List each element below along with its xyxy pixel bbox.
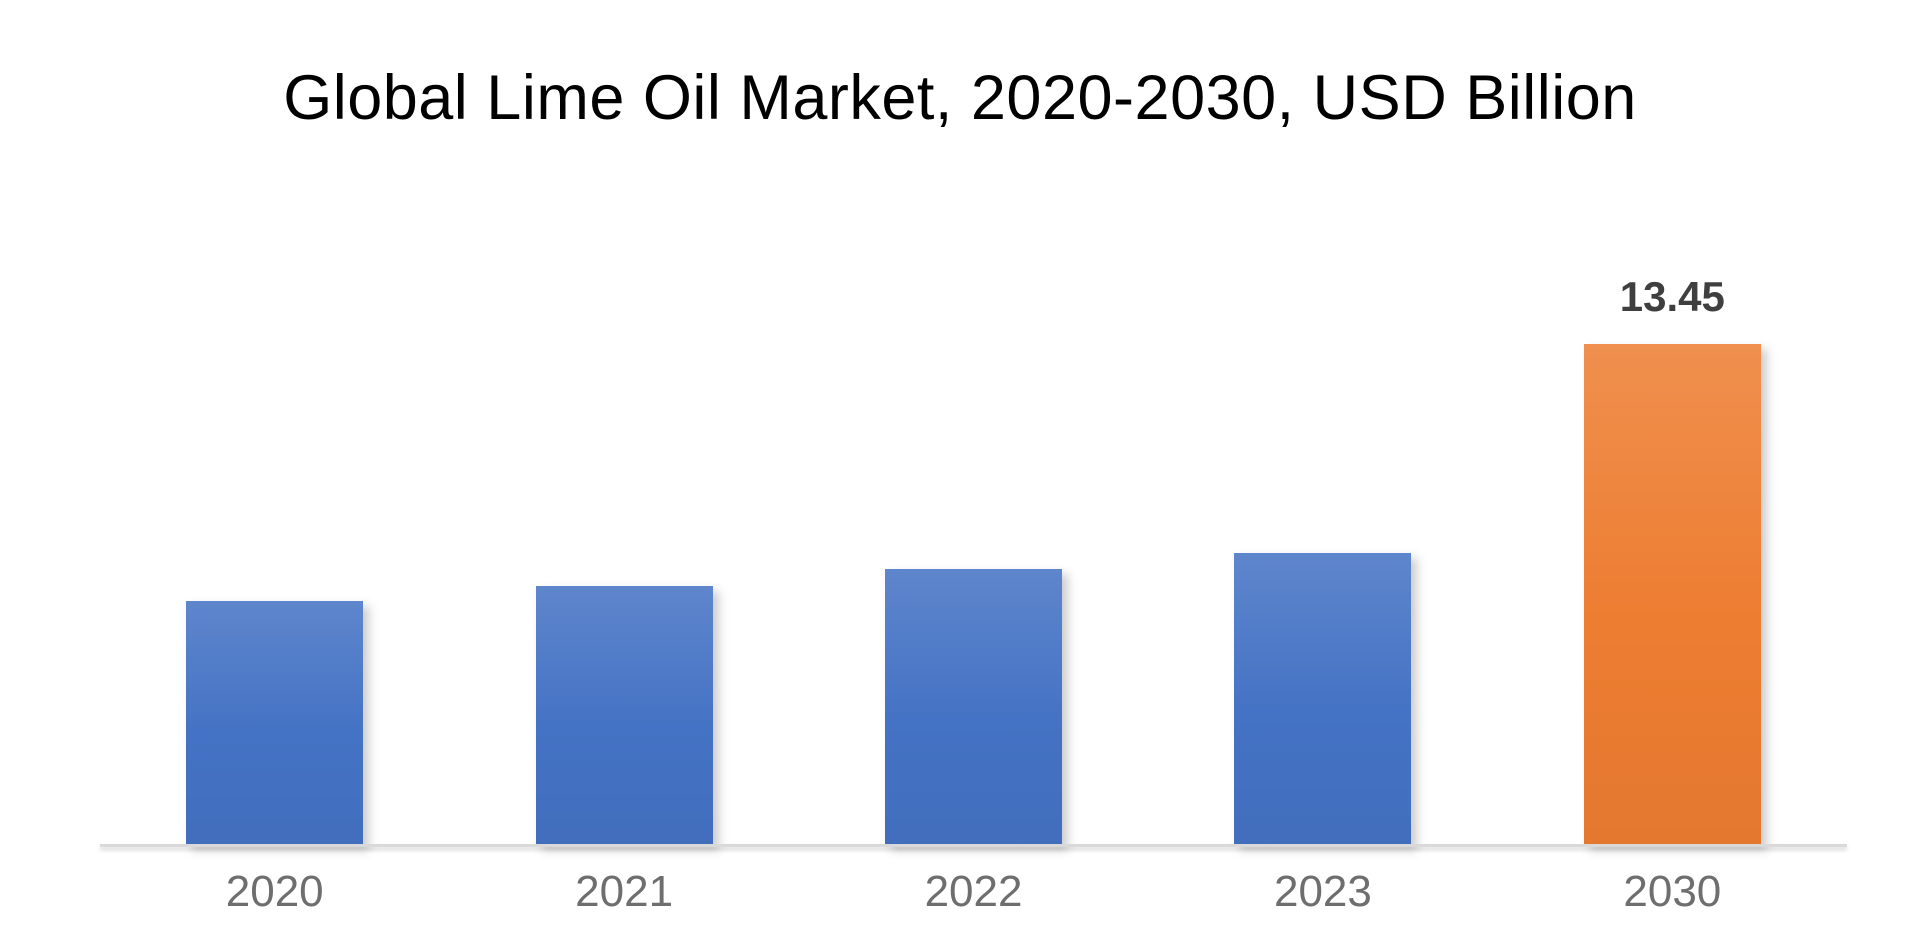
bar-2030 xyxy=(1583,344,1761,845)
bar-slot-2021 xyxy=(449,240,798,845)
bar-slot-2020 xyxy=(100,240,449,845)
x-tick-2022: 2022 xyxy=(924,867,1023,916)
x-axis-line xyxy=(100,844,1847,847)
bar-2022 xyxy=(885,569,1063,845)
bar-slot-2030: 13.45 xyxy=(1498,240,1847,845)
plot-area: 13.45 xyxy=(100,240,1847,845)
bar-2023 xyxy=(1234,553,1412,845)
x-tick-2020: 2020 xyxy=(225,867,324,916)
x-tick-2023: 2023 xyxy=(1273,867,1372,916)
bar-slot-2023 xyxy=(1148,240,1497,845)
x-tick-2030: 2030 xyxy=(1623,867,1722,916)
data-label-2030: 13.45 xyxy=(1619,273,1725,320)
x-tick-2021: 2021 xyxy=(575,867,674,916)
bar-slot-2022 xyxy=(799,240,1148,845)
bar-2020 xyxy=(186,601,364,845)
x-axis-labels: 2020 2021 2022 2023 2030 xyxy=(100,867,1847,916)
bar-2021 xyxy=(535,586,713,845)
chart-title: Global Lime Oil Market, 2020-2030, USD B… xyxy=(283,63,1637,133)
